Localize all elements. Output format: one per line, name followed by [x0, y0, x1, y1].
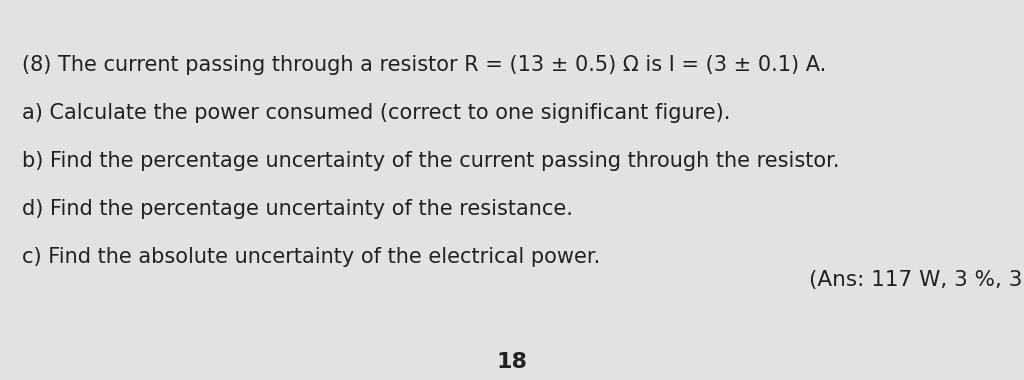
Text: a) Calculate the power consumed (correct to one significant figure).: a) Calculate the power consumed (correct…	[22, 103, 730, 123]
Text: (8) The current passing through a resistor R = (13 ± 0.5) Ω is I = (3 ± 0.1) A.: (8) The current passing through a resist…	[22, 55, 826, 75]
Text: d) Find the percentage uncertainty of the resistance.: d) Find the percentage uncertainty of th…	[22, 199, 572, 219]
Text: c) Find the absolute uncertainty of the electrical power.: c) Find the absolute uncertainty of the …	[22, 247, 600, 267]
Text: b) Find the percentage uncertainty of the current passing through the resistor.: b) Find the percentage uncertainty of th…	[22, 151, 840, 171]
Text: 18: 18	[497, 352, 527, 372]
Text: (Ans: 117 W, 3 %, 3: (Ans: 117 W, 3 %, 3	[809, 270, 1022, 290]
